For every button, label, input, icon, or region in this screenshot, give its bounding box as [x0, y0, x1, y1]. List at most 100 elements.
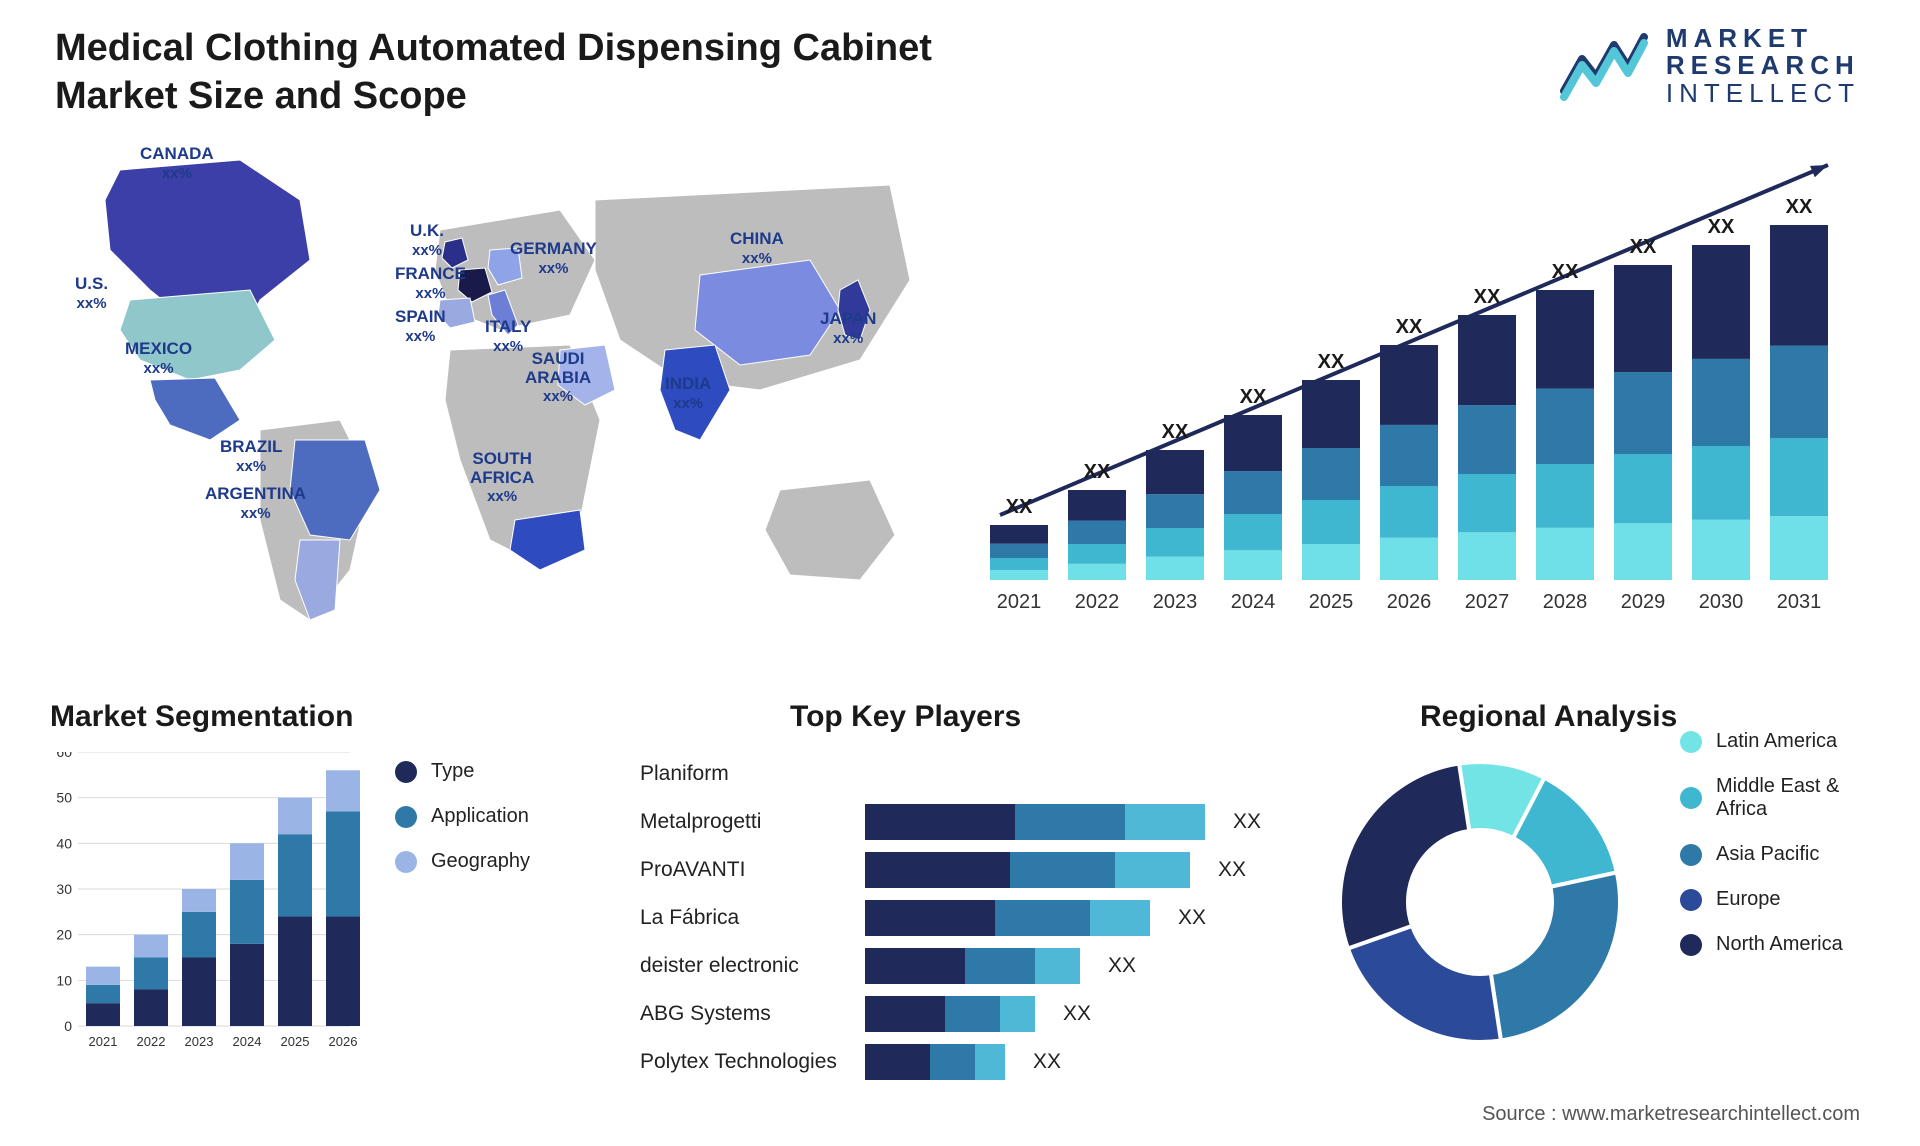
svg-text:2026: 2026	[329, 1034, 358, 1049]
player-bar	[865, 756, 1280, 792]
growth-chart: XX2021XX2022XX2023XX2024XX2025XX2026XX20…	[980, 150, 1860, 640]
player-name: deister electronic	[640, 954, 865, 978]
svg-text:XX: XX	[1084, 461, 1111, 483]
legend-dot-icon	[395, 761, 417, 783]
player-value: XX	[1233, 810, 1261, 834]
legend-dot-icon	[1680, 934, 1702, 956]
svg-text:2024: 2024	[233, 1034, 262, 1049]
svg-text:2022: 2022	[137, 1034, 166, 1049]
svg-text:10: 10	[56, 972, 72, 988]
regional-legend-item: Latin America	[1680, 730, 1890, 753]
svg-text:2031: 2031	[1777, 591, 1822, 613]
seg-legend-item: Geography	[395, 850, 530, 873]
legend-dot-icon	[1680, 844, 1702, 866]
player-value: XX	[1178, 906, 1206, 930]
legend-label: Latin America	[1716, 730, 1837, 753]
regional-donut	[1330, 752, 1630, 1052]
svg-text:2025: 2025	[281, 1034, 310, 1049]
legend-label: Application	[431, 805, 529, 828]
svg-text:2027: 2027	[1465, 591, 1510, 613]
legend-label: Middle East & Africa	[1716, 775, 1890, 821]
regional-legend: Latin America Middle East & Africa Asia Pa…	[1680, 730, 1890, 978]
brand-logo: MARKET RESEARCH INTELLECT	[1560, 25, 1860, 107]
map-label-japan: JAPANxx%	[820, 310, 876, 347]
regional-title: Regional Analysis	[1420, 700, 1890, 734]
regional-legend-item: North America	[1680, 933, 1890, 956]
player-bar-seg	[965, 948, 1035, 984]
player-bar-seg	[865, 1044, 930, 1080]
svg-text:0: 0	[64, 1018, 72, 1034]
player-name: ProAVANTI	[640, 858, 865, 882]
segmentation-legend: Type Application Geography	[395, 760, 530, 895]
map-label-france: FRANCExx%	[395, 265, 466, 302]
legend-label: Type	[431, 760, 474, 783]
svg-text:30: 30	[56, 881, 72, 897]
legend-dot-icon	[1680, 787, 1702, 809]
legend-dot-icon	[395, 851, 417, 873]
player-value: XX	[1033, 1050, 1061, 1074]
map-label-germany: GERMANYxx%	[510, 240, 597, 277]
player-bar	[865, 948, 1280, 984]
map-label-canada: CANADAxx%	[140, 145, 214, 182]
player-bar-seg	[1090, 900, 1150, 936]
player-bar-seg	[865, 948, 965, 984]
segmentation-chart: 0102030405060202120222023202420252026	[50, 752, 360, 1082]
svg-text:2021: 2021	[997, 591, 1042, 613]
svg-text:2021: 2021	[89, 1034, 118, 1049]
player-value: XX	[1108, 954, 1136, 978]
player-bar-seg	[945, 996, 1000, 1032]
player-name: Metalprogetti	[640, 810, 865, 834]
map-label-south-africa: SOUTHAFRICAxx%	[470, 450, 534, 506]
player-value: XX	[1063, 1002, 1091, 1026]
player-bar-seg	[1125, 804, 1205, 840]
player-name: La Fábrica	[640, 906, 865, 930]
legend-label: North America	[1716, 933, 1843, 956]
svg-text:2023: 2023	[185, 1034, 214, 1049]
player-bar-seg	[865, 804, 1015, 840]
regional-legend-item: Asia Pacific	[1680, 843, 1890, 866]
map-label-u-s-: U.S.xx%	[75, 275, 108, 312]
svg-text:XX: XX	[1162, 421, 1189, 443]
map-label-china: CHINAxx%	[730, 230, 784, 267]
svg-text:XX: XX	[1396, 316, 1423, 338]
regional-legend-item: Europe	[1680, 888, 1890, 911]
player-bar	[865, 804, 1280, 840]
player-bar-seg	[865, 852, 1010, 888]
source-text: Source : www.marketresearchintellect.com	[1482, 1103, 1860, 1126]
player-row: deister electronic XX	[640, 942, 1280, 990]
player-bar-seg	[930, 1044, 975, 1080]
svg-text:2029: 2029	[1621, 591, 1666, 613]
player-name: Planiform	[640, 762, 865, 786]
svg-text:XX: XX	[1474, 286, 1501, 308]
regional-legend-item: Middle East & Africa	[1680, 775, 1890, 821]
page-title: Medical Clothing Automated Dispensing Ca…	[55, 25, 1035, 120]
svg-text:2028: 2028	[1543, 591, 1588, 613]
legend-dot-icon	[1680, 731, 1702, 753]
player-bar	[865, 900, 1280, 936]
player-bar-seg	[995, 900, 1090, 936]
logo-icon	[1560, 31, 1648, 101]
player-bar-seg	[975, 1044, 1005, 1080]
player-bar-seg	[1115, 852, 1190, 888]
svg-text:2024: 2024	[1231, 591, 1276, 613]
svg-text:50: 50	[56, 790, 72, 806]
svg-text:XX: XX	[1630, 236, 1657, 258]
player-row: ABG Systems XX	[640, 990, 1280, 1038]
player-row: Polytex Technologies XX	[640, 1038, 1280, 1086]
svg-text:60: 60	[56, 752, 72, 760]
regional-panel: Regional Analysis Latin America Middle Ea…	[1330, 700, 1890, 1052]
svg-text:XX: XX	[1006, 496, 1033, 518]
svg-text:XX: XX	[1708, 216, 1735, 238]
svg-text:40: 40	[56, 835, 72, 851]
world-map: CANADAxx%U.S.xx%MEXICOxx%BRAZILxx%ARGENT…	[40, 140, 920, 660]
map-label-brazil: BRAZILxx%	[220, 438, 282, 475]
legend-label: Geography	[431, 850, 530, 873]
player-row: Metalprogetti XX	[640, 798, 1280, 846]
player-name: Polytex Technologies	[640, 1050, 865, 1074]
svg-text:XX: XX	[1786, 196, 1813, 218]
player-row: ProAVANTIXX	[640, 846, 1280, 894]
player-bar-seg	[865, 900, 995, 936]
svg-text:XX: XX	[1240, 386, 1267, 408]
map-label-india: INDIAxx%	[665, 375, 711, 412]
player-name: ABG Systems	[640, 1002, 865, 1026]
